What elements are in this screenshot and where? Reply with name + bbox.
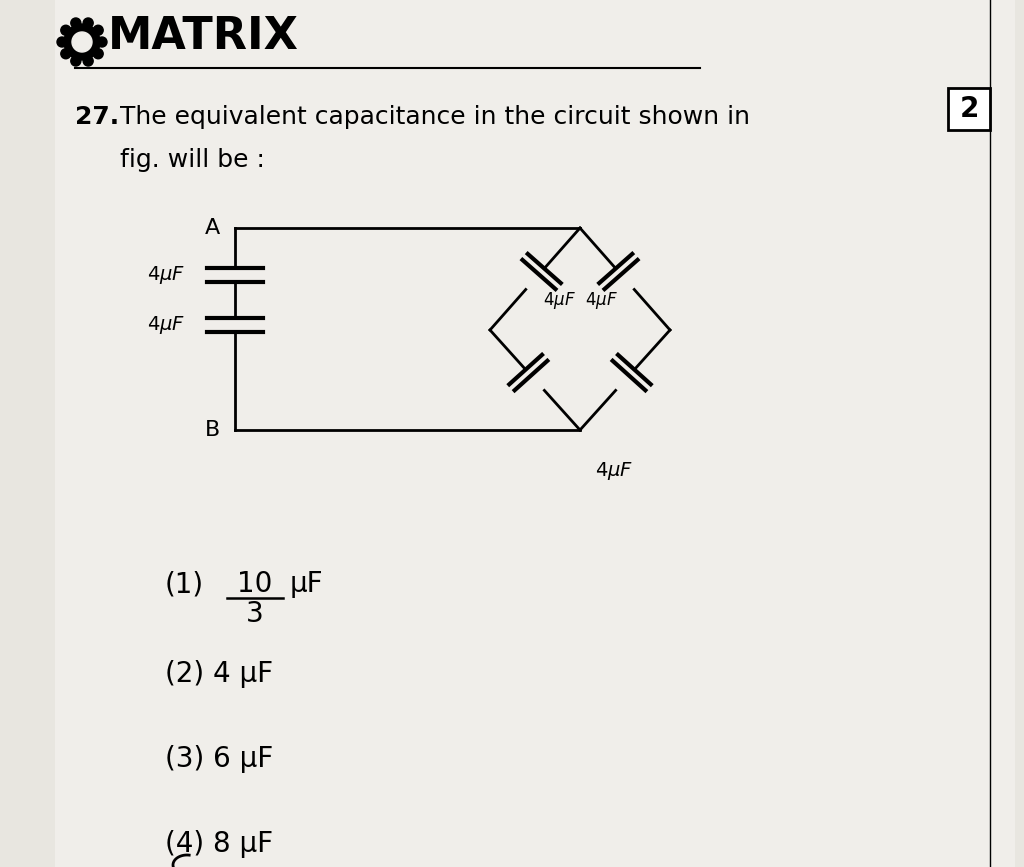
- Text: (2) 4 μF: (2) 4 μF: [165, 660, 273, 688]
- Text: $4\mu F$: $4\mu F$: [585, 290, 617, 310]
- Text: $4\mu F$: $4\mu F$: [543, 290, 575, 310]
- Text: (4) 8 μF: (4) 8 μF: [165, 830, 273, 858]
- Circle shape: [63, 24, 100, 60]
- Circle shape: [93, 25, 103, 36]
- Circle shape: [57, 37, 67, 47]
- Text: $4\mu F$: $4\mu F$: [146, 264, 185, 286]
- Text: 27.: 27.: [75, 105, 119, 129]
- Text: 2: 2: [959, 95, 979, 123]
- Circle shape: [83, 18, 93, 28]
- Text: A: A: [205, 218, 220, 238]
- Circle shape: [97, 37, 106, 47]
- Circle shape: [71, 18, 81, 28]
- Text: 10: 10: [238, 570, 272, 598]
- Text: fig. will be :: fig. will be :: [120, 148, 265, 172]
- Bar: [948, 88, 990, 130]
- Text: The equivalent capacitance in the circuit shown in: The equivalent capacitance in the circui…: [120, 105, 750, 129]
- Circle shape: [93, 49, 103, 59]
- Text: (1): (1): [165, 570, 204, 598]
- Circle shape: [60, 49, 71, 59]
- Circle shape: [72, 32, 92, 52]
- Circle shape: [83, 56, 93, 66]
- Circle shape: [60, 25, 71, 36]
- Text: $4\mu F$: $4\mu F$: [595, 460, 633, 482]
- Text: (3) 6 μF: (3) 6 μF: [165, 745, 273, 773]
- Text: $4\mu F$: $4\mu F$: [146, 314, 185, 336]
- Text: B: B: [205, 420, 220, 440]
- Text: 3: 3: [246, 600, 264, 628]
- Text: MATRIX: MATRIX: [108, 15, 299, 58]
- Text: μF: μF: [290, 570, 324, 598]
- Circle shape: [71, 56, 81, 66]
